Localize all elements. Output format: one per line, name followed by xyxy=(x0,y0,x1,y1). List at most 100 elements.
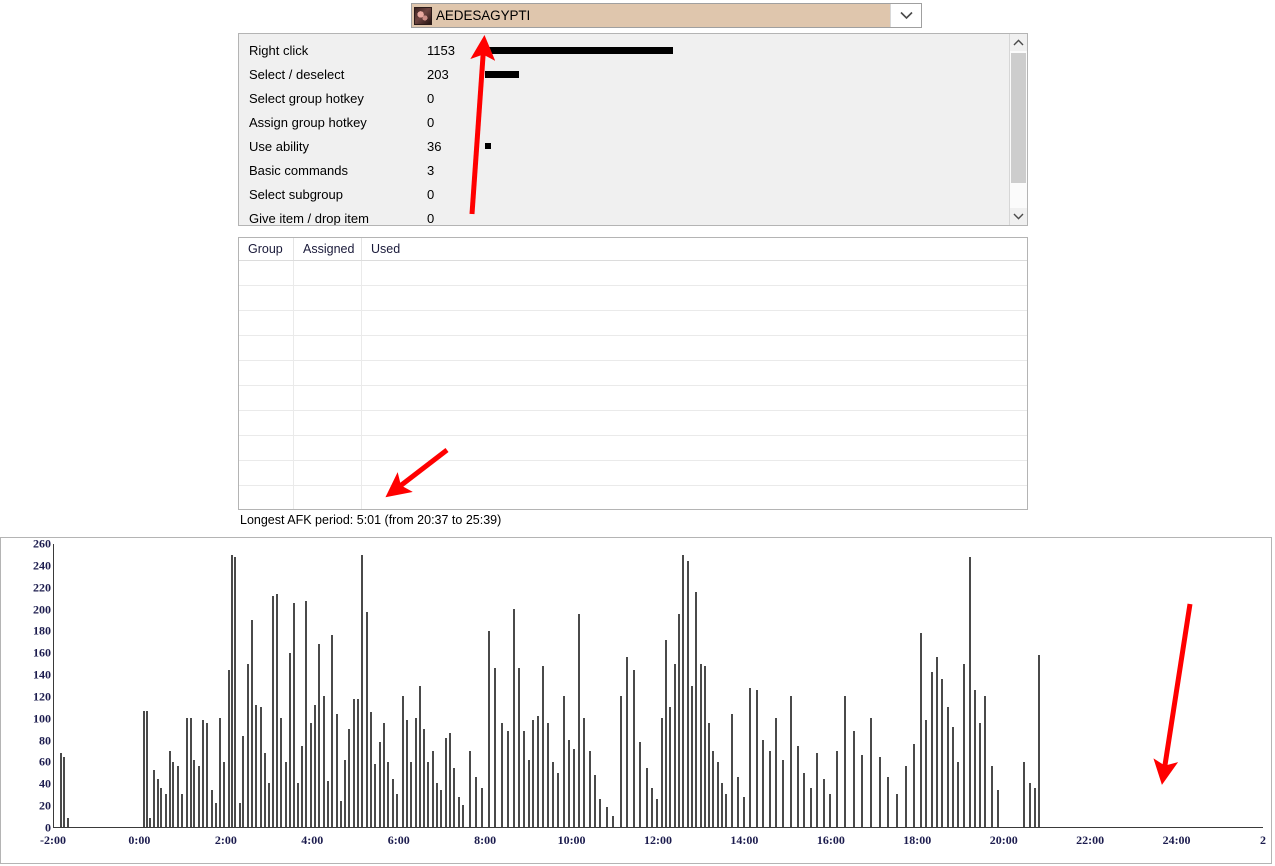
chart-bar xyxy=(887,776,890,827)
table-row[interactable] xyxy=(239,411,1027,436)
chart-bar xyxy=(500,722,503,827)
chart-bar xyxy=(557,772,560,827)
x-axis-tick-label: 12:00 xyxy=(644,833,672,847)
x-axis-tick-label: 4:00 xyxy=(301,833,324,847)
y-axis-tick-label: 80 xyxy=(39,733,51,748)
action-stats-rows: Right click 1153 Select / deselect 203 Selec… xyxy=(239,34,1009,225)
chevron-down-icon[interactable] xyxy=(890,4,921,27)
chart-bar xyxy=(935,657,938,827)
y-axis-tick-label: 100 xyxy=(33,711,51,726)
table-row[interactable] xyxy=(239,361,1027,386)
stat-label: Select group hotkey xyxy=(249,90,364,106)
chart-bar xyxy=(348,729,351,827)
stat-label: Assign group hotkey xyxy=(249,114,367,130)
table-row[interactable] xyxy=(239,386,1027,411)
chart-bar xyxy=(919,633,922,827)
chart-bar xyxy=(313,705,316,827)
chart-bar xyxy=(695,591,698,827)
chart-bar xyxy=(405,720,408,827)
y-axis-tick-label: 240 xyxy=(33,558,51,573)
table-row[interactable] xyxy=(239,261,1027,286)
chart-bar xyxy=(639,742,642,827)
stat-value: 0 xyxy=(427,114,435,130)
stat-row[interactable]: Use ability 36 xyxy=(239,134,1009,158)
stat-row[interactable]: Basic commands 3 xyxy=(239,158,1009,182)
scrollbar-track[interactable] xyxy=(1010,51,1027,208)
stats-scrollbar[interactable] xyxy=(1009,34,1027,225)
column-header-group[interactable]: Group xyxy=(239,238,294,260)
x-axis-tick-label: 6:00 xyxy=(387,833,410,847)
chart-bar xyxy=(803,772,806,827)
table-row[interactable] xyxy=(239,436,1027,461)
table-row[interactable] xyxy=(239,336,1027,361)
x-axis-tick-label: 22:00 xyxy=(1076,833,1105,847)
chart-bar xyxy=(255,705,258,827)
stat-row[interactable]: Right click 1153 xyxy=(239,38,1009,62)
table-header-row: Group Assigned Used xyxy=(239,238,1027,261)
stat-row[interactable]: Give item / drop item 0 xyxy=(239,206,1009,226)
table-row[interactable] xyxy=(239,486,1027,509)
chart-bar xyxy=(957,761,960,827)
chart-bar xyxy=(605,807,608,827)
player-select-combobox[interactable]: AEDESAGYPTI xyxy=(411,3,922,28)
x-axis-tick-label: 20:00 xyxy=(989,833,1018,847)
y-axis-tick-label: 140 xyxy=(33,667,51,682)
chart-bar xyxy=(796,746,799,827)
table-row[interactable] xyxy=(239,461,1027,486)
chart-bar xyxy=(536,715,539,827)
scrollbar-thumb[interactable] xyxy=(1011,53,1026,183)
chart-bar xyxy=(142,710,145,827)
stat-row[interactable]: Select subgroup 0 xyxy=(239,182,1009,206)
column-header-assigned[interactable]: Assigned xyxy=(294,238,362,260)
chart-bar xyxy=(481,787,484,827)
chart-bar xyxy=(822,779,825,827)
x-axis-tick-label: 16:00 xyxy=(816,833,845,847)
table-cell xyxy=(239,411,294,435)
chart-bar xyxy=(168,750,171,827)
x-axis-tick-label: 24:00 xyxy=(1162,833,1191,847)
chart-bar xyxy=(474,776,477,827)
chart-bar xyxy=(878,757,881,827)
table-row[interactable] xyxy=(239,286,1027,311)
chart-bar xyxy=(895,794,898,827)
chart-bar xyxy=(387,761,390,827)
chart-bar xyxy=(223,761,226,827)
table-cell xyxy=(362,436,1027,460)
chart-bar xyxy=(775,718,778,827)
chart-bar xyxy=(930,672,933,827)
stat-row[interactable]: Assign group hotkey 0 xyxy=(239,110,1009,134)
chart-bar xyxy=(305,600,308,827)
player-portrait-icon xyxy=(414,6,432,25)
chart-bar xyxy=(300,746,303,827)
stat-row[interactable]: Select group hotkey 0 xyxy=(239,86,1009,110)
chart-bar xyxy=(344,759,347,827)
scrollbar-down-button[interactable] xyxy=(1010,208,1027,225)
table-cell xyxy=(294,461,362,485)
action-stats-list[interactable]: Right click 1153 Select / deselect 203 Selec… xyxy=(238,33,1028,226)
chart-bar xyxy=(457,796,460,827)
stat-value: 0 xyxy=(427,90,435,106)
y-axis-tick-label: 120 xyxy=(33,689,51,704)
stat-row[interactable]: Select / deselect 203 xyxy=(239,62,1009,86)
scrollbar-up-button[interactable] xyxy=(1010,34,1027,51)
table-row[interactable] xyxy=(239,311,1027,336)
table-cell xyxy=(239,286,294,310)
longest-afk-period-label: Longest AFK period: 5:01 (from 20:37 to … xyxy=(240,513,502,527)
chart-bar xyxy=(205,722,208,827)
chart-bar xyxy=(352,698,355,827)
stat-label: Right click xyxy=(249,42,309,58)
chart-bar xyxy=(185,718,188,827)
bar-series xyxy=(54,544,1263,827)
chart-bar xyxy=(990,766,993,827)
chart-bar xyxy=(365,611,368,827)
chart-bar xyxy=(160,787,163,827)
chart-bar xyxy=(870,718,873,827)
column-header-used[interactable]: Used xyxy=(371,242,401,256)
chart-bar xyxy=(468,750,471,827)
group-hotkey-table[interactable]: Group Assigned Used xyxy=(238,237,1028,510)
apm-chart-panel[interactable]: 0 20 40 60 80 100 120 140 160 180 200 220 240 260 -2:… xyxy=(0,537,1272,864)
chart-bar xyxy=(677,613,680,827)
chart-bar xyxy=(322,696,325,827)
chart-bar xyxy=(436,783,439,827)
combobox-field[interactable]: AEDESAGYPTI xyxy=(412,4,890,27)
